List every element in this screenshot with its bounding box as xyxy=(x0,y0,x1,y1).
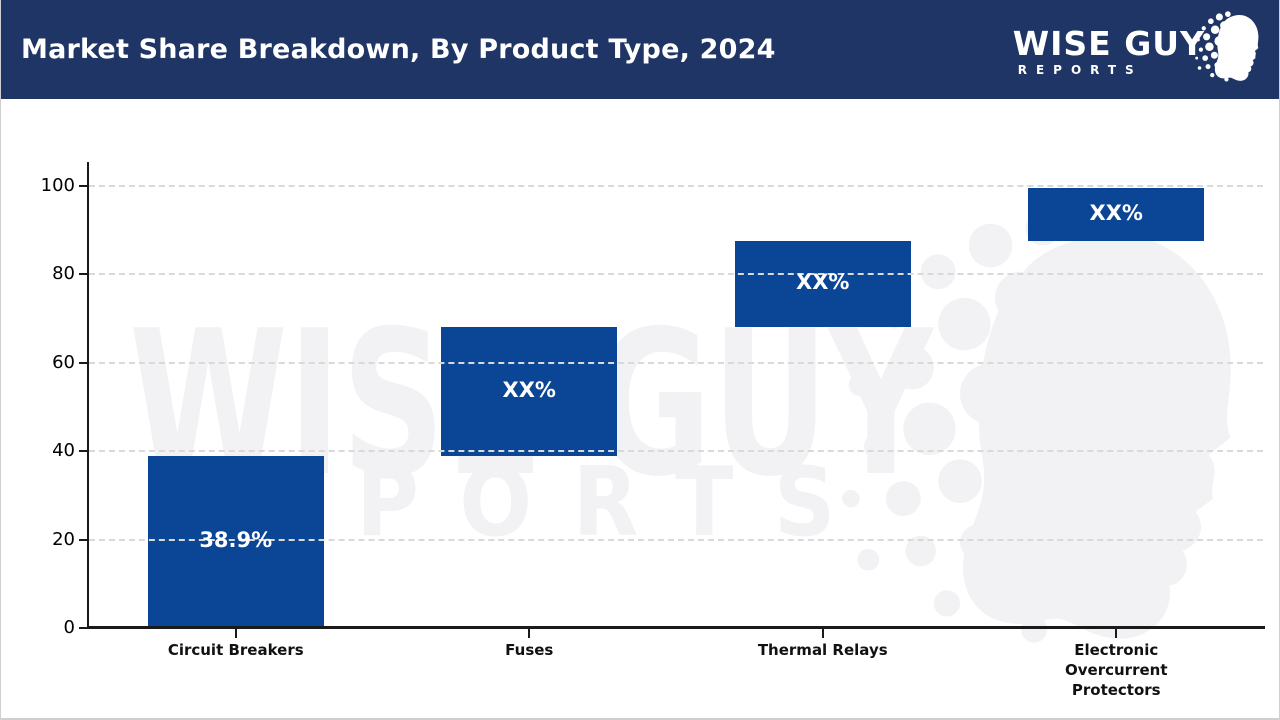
y-tick-0 xyxy=(79,627,88,629)
x-category-label-2: Fuses xyxy=(505,641,554,659)
gridline-100 xyxy=(89,185,1263,187)
y-tick-label-80: 80 xyxy=(52,263,75,285)
gridline-80 xyxy=(89,273,1263,276)
bar-4 xyxy=(1028,188,1205,242)
chart-title: Market Share Breakdown, By Product Type,… xyxy=(21,34,776,65)
y-tick-60 xyxy=(79,361,88,364)
bar-value-label-4: XX% xyxy=(1089,200,1143,225)
bar-2 xyxy=(441,326,618,457)
x-tick-2 xyxy=(528,629,531,638)
gridline-20 xyxy=(89,538,1263,541)
x-axis-spine xyxy=(87,626,1265,629)
bar-value-label-3: XX% xyxy=(796,270,850,295)
y-tick-label-0: 0 xyxy=(63,617,75,638)
x-tick-1 xyxy=(234,629,237,638)
x-tick-4 xyxy=(1115,629,1118,638)
y-tick-label-20: 20 xyxy=(52,528,75,550)
bar-value-label-1: 38.9% xyxy=(199,528,273,553)
y-tick-label-100: 100 xyxy=(40,175,75,196)
y-tick-40 xyxy=(79,450,88,453)
bar-value-label-2: XX% xyxy=(502,377,556,402)
x-tick-3 xyxy=(821,629,824,638)
x-category-label-3: Thermal Relays xyxy=(757,641,888,659)
logo-subtitle: REPORTS xyxy=(1017,63,1143,77)
logo-wordmark: WISE GUY xyxy=(1012,24,1205,63)
y-tick-100 xyxy=(79,185,88,187)
y-tick-80 xyxy=(79,273,88,276)
gridline-60 xyxy=(89,361,1263,364)
header-bar: Market Share Breakdown, By Product Type,… xyxy=(1,0,1279,99)
gridline-40 xyxy=(89,450,1263,453)
x-category-label-4: Electronic Overcurrent Protectors xyxy=(1065,641,1168,699)
x-category-label-1: Circuit Breakers xyxy=(167,641,304,659)
y-tick-20 xyxy=(79,538,88,541)
y-axis-spine xyxy=(87,162,89,629)
bar-3 xyxy=(734,241,911,327)
y-tick-label-40: 40 xyxy=(52,440,75,462)
bar-1 xyxy=(147,456,324,628)
wiseguy-logo: WISE GUY REPORTS xyxy=(1013,6,1269,94)
y-tick-label-60: 60 xyxy=(52,351,75,373)
wiseguy-logo-text: WISE GUY REPORTS xyxy=(1013,26,1205,78)
